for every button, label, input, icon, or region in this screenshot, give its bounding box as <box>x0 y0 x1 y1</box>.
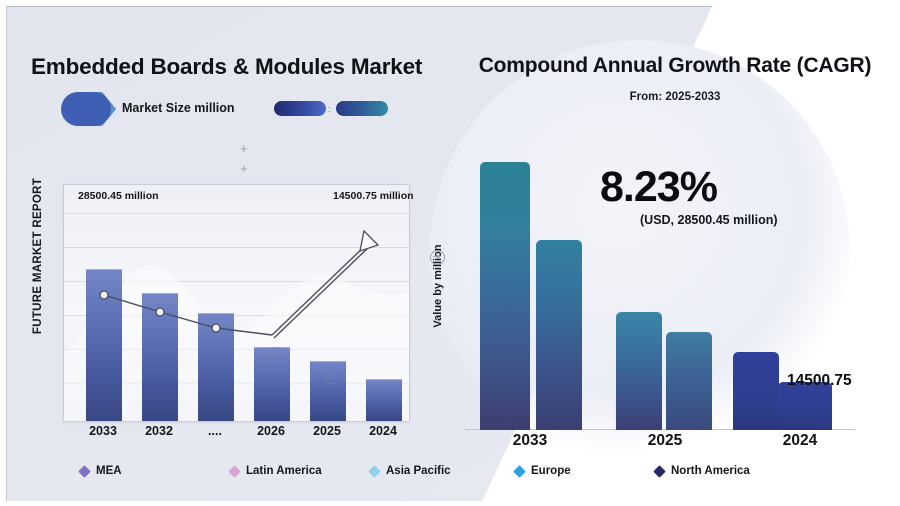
left-chart-max-label: 28500.45 million <box>78 190 159 202</box>
right-chart-x-axis: 2033 2025 2024 <box>470 432 870 454</box>
left-chart-min-label: 14500.75 million <box>333 190 414 202</box>
left-xtick-1: 2032 <box>145 424 173 438</box>
brand-pill-separator: : <box>328 104 331 114</box>
right-xtick-1: 2025 <box>647 432 683 449</box>
legend-dot-icon <box>513 464 526 478</box>
right-bar-2033-secondary <box>536 240 582 430</box>
legend-item-europe[interactable]: Europe <box>513 464 571 478</box>
legend-label: North America <box>671 465 750 477</box>
legend-label: Latin America <box>246 465 322 477</box>
legend-dot-icon <box>228 464 241 478</box>
legend-item-latin-america[interactable]: Latin America <box>228 464 322 478</box>
growth-arrow-icon <box>271 229 380 339</box>
left-xtick-2: .... <box>208 424 222 438</box>
legend-item-north-america[interactable]: North America <box>653 464 750 478</box>
brand-logo-icon <box>60 90 132 128</box>
brand-label: Market Size million <box>122 101 235 115</box>
brand-pill-secondary <box>336 101 388 116</box>
left-xtick-3: 2026 <box>257 424 285 438</box>
left-title: Embedded Boards & Modules Market <box>31 54 423 79</box>
legend-dot-icon <box>78 464 91 478</box>
left-chart-y-axis-label: FUTURE MARKET REPORT <box>32 177 44 335</box>
left-xtick-0: 2033 <box>89 424 117 438</box>
legend-dot-icon <box>368 464 381 478</box>
left-chart-plot <box>63 184 410 422</box>
plus-decoration-icon: + <box>240 141 248 156</box>
legend-label: MEA <box>96 465 122 477</box>
right-bar-2025-secondary <box>666 332 712 430</box>
legend-dot-icon <box>653 464 666 478</box>
left-chart-trend-line <box>99 229 380 339</box>
left-xtick-4: 2025 <box>313 424 341 438</box>
right-subtitle: From: 2025-2033 <box>629 91 721 103</box>
mini-list-icon <box>270 347 280 358</box>
plus-decoration-icon: + <box>240 161 248 176</box>
legend-label: Asia Pacific <box>386 465 451 477</box>
right-chart-value-label: 14500.75 <box>787 372 852 389</box>
left-bar-2026 <box>254 347 290 421</box>
right-title: Compound Annual Growth Rate (CAGR) <box>478 54 872 77</box>
right-bar-2025-primary <box>616 312 662 430</box>
right-chart-plot <box>465 150 870 430</box>
right-bar-2024-secondary <box>778 382 832 430</box>
left-chart-x-axis: 2033 2032 .... 2026 2025 2024 <box>63 424 408 444</box>
cagr-value: 8.23% <box>600 163 718 211</box>
legend-item-mea[interactable]: MEA <box>78 464 122 478</box>
right-xtick-2: 2024 <box>782 432 818 449</box>
left-bar-2025 <box>310 361 346 421</box>
right-bar-2024-primary <box>733 352 779 430</box>
right-bar-2033-primary <box>480 162 530 430</box>
cagr-note: (USD, 28500.45 million) <box>640 213 778 227</box>
legend-item-asia-pacific[interactable]: Asia Pacific <box>368 464 451 478</box>
left-xtick-5: 2024 <box>369 424 397 438</box>
mini-tag-icon <box>326 373 336 384</box>
legend-label: Europe <box>531 465 571 477</box>
left-bar-2024 <box>366 379 402 421</box>
circle-minus-icon <box>430 250 445 265</box>
right-xtick-0: 2033 <box>512 432 548 449</box>
brand-pill-primary <box>274 101 326 116</box>
left-chart-right-axis-label: Value by million <box>432 244 444 328</box>
